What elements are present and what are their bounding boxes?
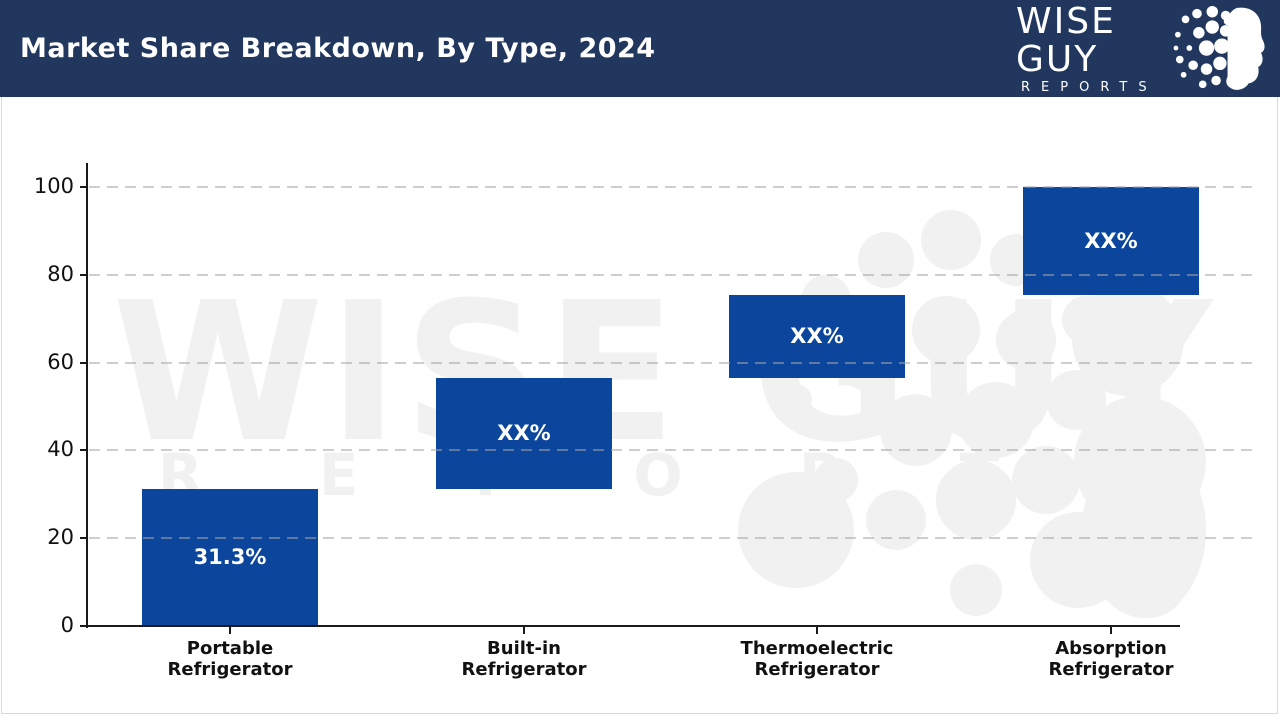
x-axis-tick bbox=[229, 627, 231, 634]
y-gridline bbox=[89, 537, 1258, 540]
logo-wiseguy-label: WISE GUY bbox=[1016, 1, 1116, 80]
waterfall-bar-segment bbox=[729, 295, 905, 378]
y-axis-tick bbox=[80, 537, 88, 540]
bar-value-label: XX% bbox=[790, 324, 844, 349]
y-axis-tick bbox=[80, 625, 88, 627]
y-axis-tick bbox=[80, 186, 88, 188]
x-axis-line bbox=[86, 625, 1180, 627]
logo-face-icon bbox=[1173, 6, 1265, 90]
x-axis-category-label: Absorption Refrigerator bbox=[1048, 638, 1174, 680]
x-axis-category-label: Built-in Refrigerator bbox=[461, 638, 587, 680]
y-axis-line bbox=[86, 163, 88, 628]
y-axis-tick bbox=[80, 449, 88, 452]
y-axis-tick bbox=[80, 273, 88, 276]
header: Market Share Breakdown, By Type, 2024 WI… bbox=[0, 0, 1280, 97]
y-gridline bbox=[89, 361, 1258, 364]
frame-border-bottom bbox=[2, 713, 1277, 714]
y-axis-label: 20 bbox=[47, 525, 74, 550]
x-axis-tick bbox=[816, 627, 818, 634]
logo-text: WISE GUY REPORTS bbox=[1016, 1, 1176, 96]
y-axis-label: 80 bbox=[47, 261, 74, 286]
waterfall-bar-segment bbox=[142, 488, 318, 626]
y-gridline bbox=[89, 186, 1258, 188]
y-gridline bbox=[89, 273, 1258, 276]
frame-border-left bbox=[1, 97, 2, 714]
waterfall-bar-segment bbox=[1023, 187, 1199, 296]
x-axis-category-label: Thermoelectric Refrigerator bbox=[740, 638, 894, 680]
page-title: Market Share Breakdown, By Type, 2024 bbox=[20, 33, 656, 64]
y-axis-label: 0 bbox=[60, 613, 74, 637]
x-axis-category-label: Portable Refrigerator bbox=[167, 638, 293, 680]
watermark-dots-face bbox=[738, 208, 1206, 618]
y-axis-label: 60 bbox=[47, 349, 74, 374]
bar-value-label: 31.3% bbox=[193, 545, 267, 570]
y-axis-tick bbox=[80, 361, 88, 364]
logo-reports-label: REPORTS bbox=[1021, 80, 1158, 95]
waterfall-bar-segment bbox=[436, 377, 612, 489]
y-axis-label: 100 bbox=[33, 174, 74, 198]
frame-border-right bbox=[1277, 97, 1278, 714]
x-axis-tick bbox=[523, 627, 525, 634]
x-axis-tick bbox=[1110, 627, 1112, 634]
bar-value-label: XX% bbox=[497, 421, 551, 446]
logo: WISE GUY REPORTS bbox=[1016, 1, 1266, 96]
y-gridline bbox=[89, 449, 1258, 452]
y-axis-label: 40 bbox=[47, 437, 74, 462]
bar-value-label: XX% bbox=[1084, 229, 1138, 254]
